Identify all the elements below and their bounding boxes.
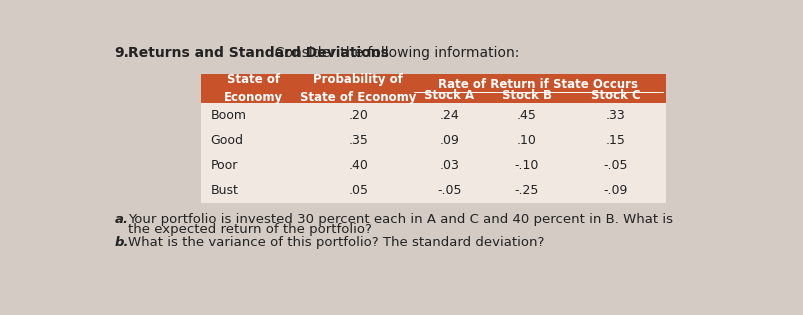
Text: .40: .40 (348, 159, 368, 172)
Text: .24: .24 (438, 109, 459, 122)
Text: Probability of
State of Economy: Probability of State of Economy (300, 73, 416, 104)
Text: -.05: -.05 (603, 159, 627, 172)
Text: a.: a. (114, 213, 128, 226)
Text: State of
Economy: State of Economy (224, 73, 283, 104)
Text: -.25: -.25 (514, 184, 538, 197)
Text: Good: Good (210, 134, 243, 147)
Text: What is the variance of this portfolio? The standard deviation?: What is the variance of this portfolio? … (128, 236, 544, 249)
Text: Consider the following information:: Consider the following information: (265, 45, 518, 60)
Text: Stock A: Stock A (424, 89, 474, 102)
Text: -.10: -.10 (514, 159, 538, 172)
Text: -.09: -.09 (603, 184, 627, 197)
Text: the expected return of the portfolio?: the expected return of the portfolio? (128, 223, 372, 236)
Text: 9.: 9. (114, 45, 129, 60)
Text: .35: .35 (348, 134, 368, 147)
Text: Stock C: Stock C (590, 89, 640, 102)
Bar (201, 74, 666, 103)
Text: .03: .03 (438, 159, 459, 172)
Text: Stock B: Stock B (501, 89, 551, 102)
Text: -.05: -.05 (437, 184, 461, 197)
Text: .45: .45 (516, 109, 536, 122)
Text: Rate of Return if State Occurs: Rate of Return if State Occurs (438, 78, 638, 91)
Text: Boom: Boom (210, 109, 247, 122)
Text: Bust: Bust (210, 184, 238, 197)
Text: .05: .05 (348, 184, 368, 197)
Text: Poor: Poor (210, 159, 238, 172)
Text: Your portfolio is invested 30 percent each in A and C and 40 percent in B. What : Your portfolio is invested 30 percent ea… (128, 213, 673, 226)
Text: .20: .20 (348, 109, 368, 122)
Bar (201, 103, 666, 203)
Text: .10: .10 (516, 134, 536, 147)
Text: .33: .33 (605, 109, 625, 122)
Text: .15: .15 (605, 134, 625, 147)
Text: Returns and Standard Deviations: Returns and Standard Deviations (128, 45, 388, 60)
Text: .09: .09 (438, 134, 459, 147)
Text: b.: b. (114, 236, 128, 249)
